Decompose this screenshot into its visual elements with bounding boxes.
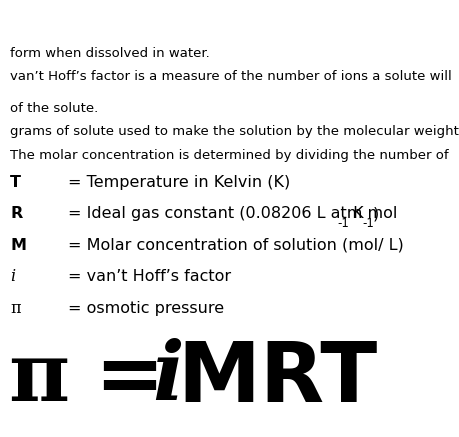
Text: =: = (94, 337, 164, 419)
Text: K: K (347, 206, 363, 221)
Text: R: R (10, 206, 22, 221)
Text: = Molar concentration of solution (mol/ L): = Molar concentration of solution (mol/ … (68, 238, 403, 253)
Text: MRT: MRT (177, 337, 376, 419)
Text: van’t Hoff’s factor is a measure of the number of ions a solute will: van’t Hoff’s factor is a measure of the … (10, 70, 451, 83)
Text: π: π (8, 338, 69, 418)
Text: T: T (10, 175, 21, 190)
Text: M: M (10, 238, 26, 253)
Text: grams of solute used to make the solution by the molecular weight: grams of solute used to make the solutio… (10, 125, 458, 139)
Text: = Ideal gas constant (0.08206 L atm mol: = Ideal gas constant (0.08206 L atm mol (68, 206, 397, 221)
Text: form when dissolved in water.: form when dissolved in water. (10, 47, 209, 60)
Text: i: i (151, 338, 183, 418)
Text: = van’t Hoff’s factor: = van’t Hoff’s factor (68, 269, 231, 284)
Text: = osmotic pressure: = osmotic pressure (68, 301, 224, 316)
Text: = Temperature in Kelvin (K): = Temperature in Kelvin (K) (68, 175, 290, 190)
Text: -1: -1 (361, 217, 373, 230)
Text: π: π (10, 300, 21, 316)
Text: ): ) (372, 206, 379, 221)
Text: i: i (10, 268, 15, 285)
Text: of the solute.: of the solute. (10, 102, 98, 115)
Text: The molar concentration is determined by dividing the number of: The molar concentration is determined by… (10, 149, 448, 162)
Text: -1: -1 (336, 217, 348, 230)
